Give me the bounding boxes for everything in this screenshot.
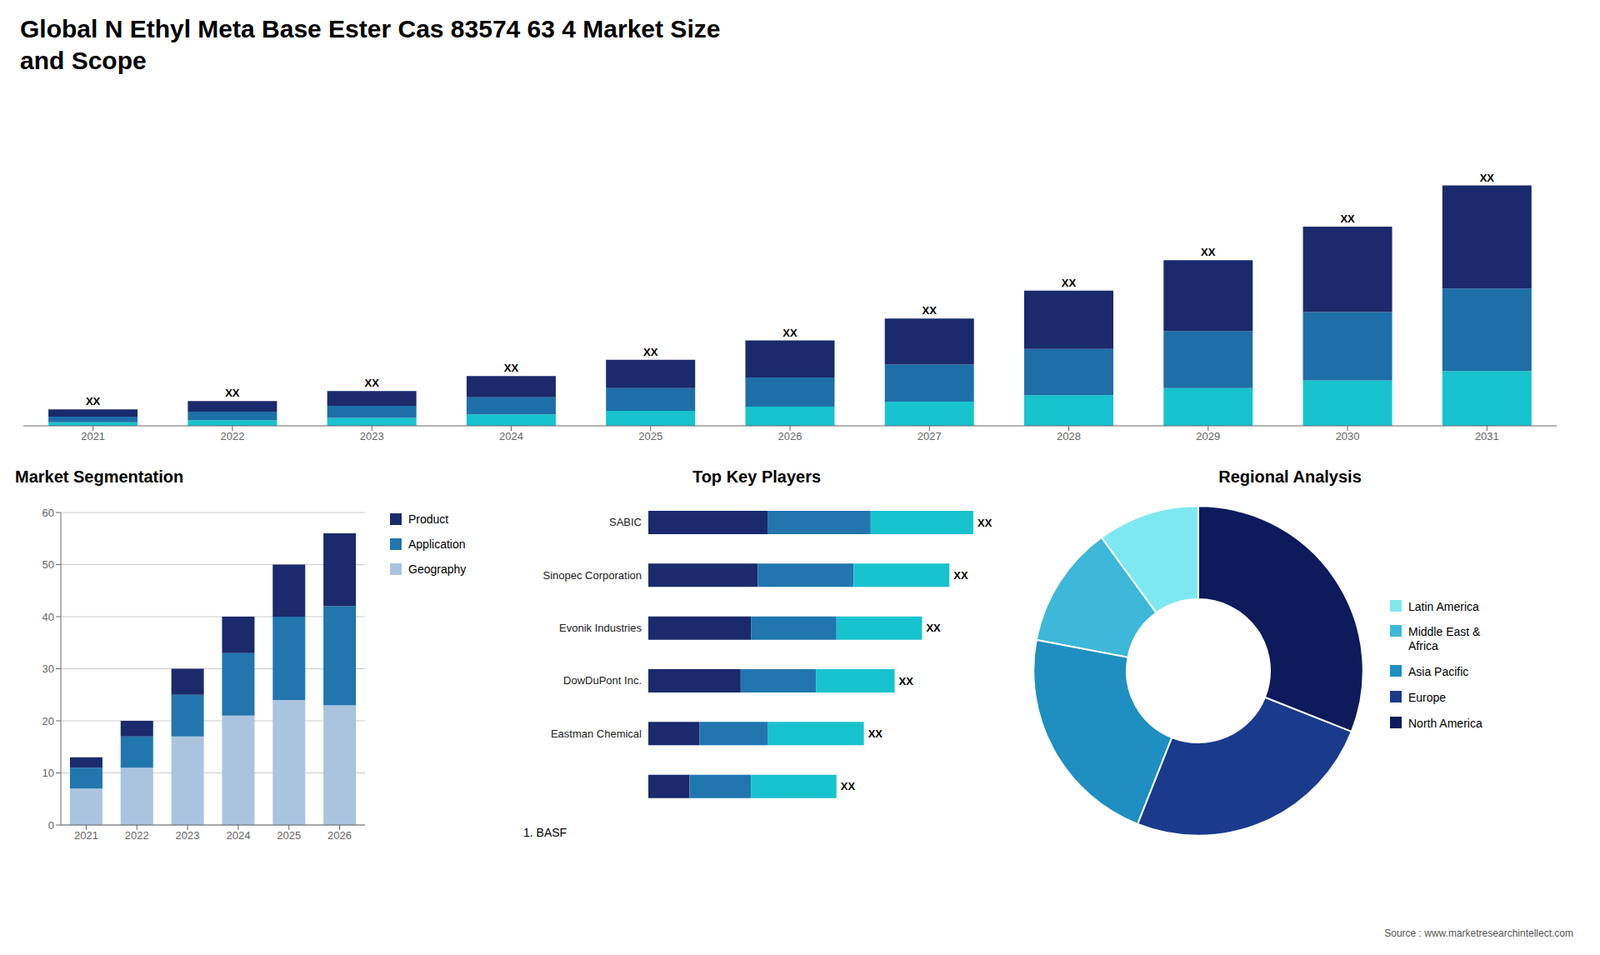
svg-text:2026: 2026 [327,829,352,842]
svg-text:2027: 2027 [917,430,942,443]
svg-text:XX: XX [85,395,101,408]
svg-text:20: 20 [42,715,55,728]
html-text:Application: Application [408,537,466,551]
svg-text:XX: XX [977,516,993,530]
svg-text:2021: 2021 [74,829,99,842]
svg-text:XX: XX [225,386,240,400]
html-text:Source : www.marketresearchint: Source : www.marketresearchintellect.com [1384,927,1574,940]
svg-text:Eastman Chemical: Eastman Chemical [550,727,642,740]
html-text:Product: Product [408,512,449,526]
svg-text:XX: XX [1340,212,1355,225]
svg-text:XX: XX [782,326,798,340]
svg-text:2025: 2025 [276,829,301,842]
svg-text:XX: XX [1200,245,1216,259]
svg-text:30: 30 [42,662,55,675]
svg-text:XX: XX [643,345,659,359]
svg-text:2025: 2025 [638,430,663,443]
svg-text:DowDuPont Inc.: DowDuPont Inc. [563,674,642,687]
svg-text:2028: 2028 [1056,430,1081,443]
svg-text:60: 60 [42,506,55,520]
svg-text:2023: 2023 [360,430,385,443]
svg-text:2024: 2024 [499,430,524,443]
html-text:Geography: Geography [408,562,467,576]
svg-text:XX: XX [840,780,856,793]
svg-text:XX: XX [868,727,884,740]
html-text:Regional Analysis: Regional Analysis [1218,467,1362,486]
svg-text:XX: XX [925,621,941,635]
svg-text:XX: XX [1480,171,1495,185]
html-text:Top Key Players: Top Key Players [692,467,821,486]
svg-text:SABIC: SABIC [609,515,642,529]
svg-text:2022: 2022 [125,829,150,842]
svg-text:XX: XX [504,361,520,375]
html-text:Global N Ethyl Meta Base Ester: Global N Ethyl Meta Base Ester Cas 83574… [20,15,721,74]
html-text:Middle East & Africa: Middle East & Africa [1408,625,1481,653]
svg-text:0: 0 [48,819,55,832]
svg-text:XX: XX [1061,276,1077,290]
svg-text:2029: 2029 [1195,430,1220,443]
html-text:North America: North America [1408,716,1483,730]
html-text:Market Segmentation: Market Segmentation [15,467,184,486]
svg-text:2030: 2030 [1335,430,1360,443]
svg-text:XX: XX [953,569,969,582]
svg-text:50: 50 [42,558,55,571]
svg-text:2022: 2022 [220,430,245,443]
svg-text:XX: XX [364,376,380,390]
svg-text:2026: 2026 [778,430,803,443]
html-text:1. BASF: 1. BASF [523,825,567,840]
svg-text:2023: 2023 [175,829,200,842]
svg-text:2021: 2021 [80,430,105,443]
html-text:Europe: Europe [1408,690,1446,704]
svg-text:Sinopec Corporation: Sinopec Corporation [542,569,642,582]
svg-text:40: 40 [42,610,55,624]
svg-text:10: 10 [42,766,55,780]
svg-text:Evonik Industries: Evonik Industries [559,621,642,635]
svg-text:XX: XX [922,304,938,317]
svg-text:XX: XX [899,675,915,688]
html-text:Asia Pacific: Asia Pacific [1408,665,1469,679]
html-text:Latin America: Latin America [1408,599,1479,613]
svg-text:2031: 2031 [1475,430,1500,443]
svg-text:2024: 2024 [225,829,250,842]
